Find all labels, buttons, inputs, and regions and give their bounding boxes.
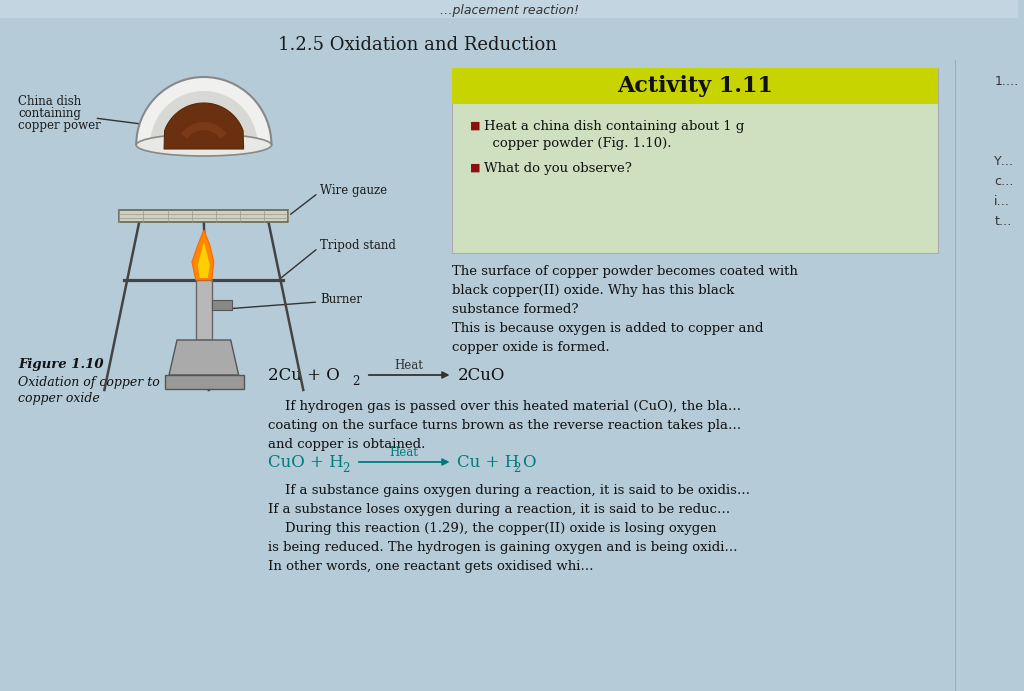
Text: copper oxide is formed.: copper oxide is formed. [453,341,610,354]
Text: t…: t… [994,215,1012,228]
Text: O: O [522,453,536,471]
Text: This is because oxygen is added to copper and: This is because oxygen is added to coppe… [453,322,764,335]
Text: Heat: Heat [390,446,419,459]
Text: coating on the surface turns brown as the reverse reaction takes pla…: coating on the surface turns brown as th… [268,419,741,432]
Text: 2: 2 [342,462,349,475]
Text: If a substance gains oxygen during a reaction, it is said to be oxidis…: If a substance gains oxygen during a rea… [268,484,751,497]
Polygon shape [164,103,244,149]
Text: Figure 1.10: Figure 1.10 [17,358,103,371]
Text: CuO + H: CuO + H [268,453,344,471]
Ellipse shape [136,134,271,156]
Text: Heat a china dish containing about 1 g: Heat a china dish containing about 1 g [484,120,744,133]
Text: substance formed?: substance formed? [453,303,579,316]
Text: 2CuO: 2CuO [458,366,505,384]
FancyBboxPatch shape [453,68,938,104]
Wedge shape [136,77,271,145]
FancyBboxPatch shape [0,0,1018,18]
Text: Y…: Y… [994,155,1015,168]
Polygon shape [191,230,214,280]
Text: Heat: Heat [394,359,424,372]
Text: c…: c… [994,175,1014,188]
Text: 1.2.5 Oxidation and Reduction: 1.2.5 Oxidation and Reduction [279,36,557,54]
FancyBboxPatch shape [120,210,289,222]
Polygon shape [198,242,210,278]
Text: containing: containing [17,107,81,120]
Text: Wire gauze: Wire gauze [321,184,387,196]
Text: copper oxide: copper oxide [17,392,99,405]
Text: Tripod stand: Tripod stand [321,238,396,252]
Text: 2Cu + O: 2Cu + O [268,366,340,384]
Text: Activity 1.11: Activity 1.11 [617,75,773,97]
FancyBboxPatch shape [165,375,244,389]
Text: 1.…: 1.… [994,75,1019,88]
Text: Cu + H: Cu + H [458,453,519,471]
Text: is being reduced. The hydrogen is gaining oxygen and is being oxidi…: is being reduced. The hydrogen is gainin… [268,541,738,554]
Text: ■: ■ [470,163,481,173]
FancyBboxPatch shape [196,280,212,340]
FancyBboxPatch shape [453,68,938,253]
Text: …placement reaction!: …placement reaction! [439,3,579,17]
Text: i…: i… [994,195,1011,208]
Text: Burner: Burner [321,292,362,305]
Text: 2: 2 [513,462,520,475]
Text: In other words, one reactant gets oxidised whi…: In other words, one reactant gets oxidis… [268,560,594,573]
Text: If hydrogen gas is passed over this heated material (CuO), the bla…: If hydrogen gas is passed over this heat… [268,400,741,413]
Text: China dish: China dish [17,95,81,108]
Wedge shape [151,91,258,145]
Text: ■: ■ [470,121,481,131]
Text: Oxidation of copper to: Oxidation of copper to [17,376,160,389]
Text: and copper is obtained.: and copper is obtained. [268,438,426,451]
Text: The surface of copper powder becomes coated with: The surface of copper powder becomes coa… [453,265,799,278]
Text: What do you observe?: What do you observe? [484,162,632,175]
Wedge shape [181,122,226,138]
FancyBboxPatch shape [212,300,231,310]
Text: copper power: copper power [17,119,100,132]
Text: black copper(II) oxide. Why has this black: black copper(II) oxide. Why has this bla… [453,284,735,297]
Text: copper powder (Fig. 1.10).: copper powder (Fig. 1.10). [484,137,672,149]
Polygon shape [169,340,239,375]
Text: 2: 2 [352,375,359,388]
Text: During this reaction (1.29), the copper(II) oxide is losing oxygen: During this reaction (1.29), the copper(… [268,522,717,535]
Text: If a substance loses oxygen during a reaction, it is said to be reduc…: If a substance loses oxygen during a rea… [268,503,731,516]
